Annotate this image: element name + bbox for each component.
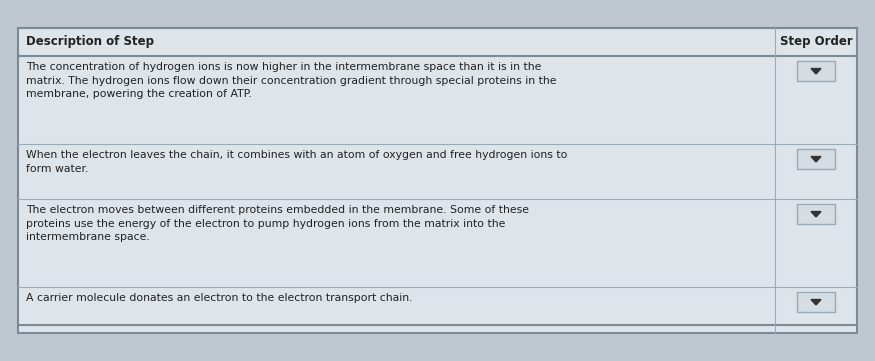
Bar xyxy=(797,204,835,224)
Polygon shape xyxy=(811,69,821,74)
Polygon shape xyxy=(811,212,821,217)
Bar xyxy=(797,61,835,81)
Bar xyxy=(797,149,835,169)
Polygon shape xyxy=(811,157,821,162)
Bar xyxy=(18,28,857,333)
Bar xyxy=(797,292,835,312)
Text: Description of Step: Description of Step xyxy=(26,35,154,48)
Text: The electron moves between different proteins embedded in the membrane. Some of : The electron moves between different pro… xyxy=(26,205,529,242)
Polygon shape xyxy=(811,300,821,305)
Text: A carrier molecule donates an electron to the electron transport chain.: A carrier molecule donates an electron t… xyxy=(26,293,412,303)
Text: The concentration of hydrogen ions is now higher in the intermembrane space than: The concentration of hydrogen ions is no… xyxy=(26,62,556,99)
Text: When the electron leaves the chain, it combines with an atom of oxygen and free : When the electron leaves the chain, it c… xyxy=(26,150,567,174)
Text: Step Order: Step Order xyxy=(780,35,852,48)
